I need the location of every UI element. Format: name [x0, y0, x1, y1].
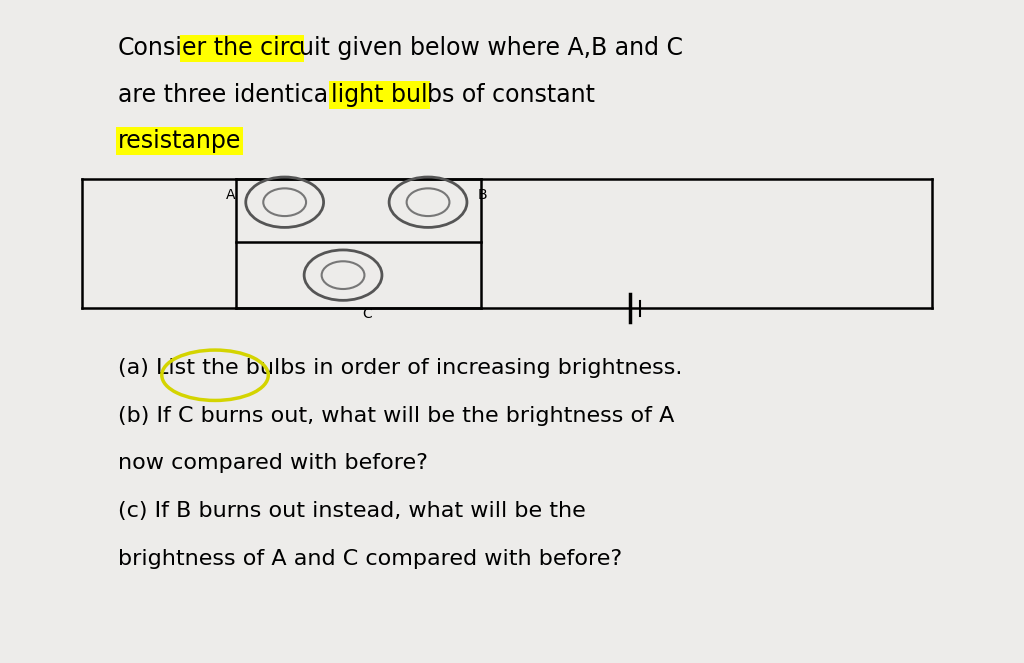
- Text: are three identical: are three identical: [118, 83, 342, 107]
- Text: resistanpe: resistanpe: [118, 129, 241, 153]
- Text: C: C: [362, 307, 373, 321]
- Text: uit given below where A,B and C: uit given below where A,B and C: [299, 36, 683, 60]
- Text: (b) If C burns out, what will be the brightness of A: (b) If C burns out, what will be the bri…: [118, 406, 674, 426]
- Text: now compared with before?: now compared with before?: [118, 453, 428, 473]
- Text: light bul: light bul: [332, 83, 428, 107]
- Text: (a) List the bulbs in order of increasing brightness.: (a) List the bulbs in order of increasin…: [118, 358, 682, 378]
- Text: bs of constant: bs of constant: [427, 83, 595, 107]
- Text: Consid: Consid: [118, 36, 198, 60]
- Text: (c) If B burns out instead, what will be the: (c) If B burns out instead, what will be…: [118, 501, 586, 521]
- Text: er the circ: er the circ: [182, 36, 302, 60]
- Text: A: A: [226, 188, 236, 202]
- Text: brightness of A and C compared with before?: brightness of A and C compared with befo…: [118, 549, 622, 569]
- Text: B: B: [477, 188, 486, 202]
